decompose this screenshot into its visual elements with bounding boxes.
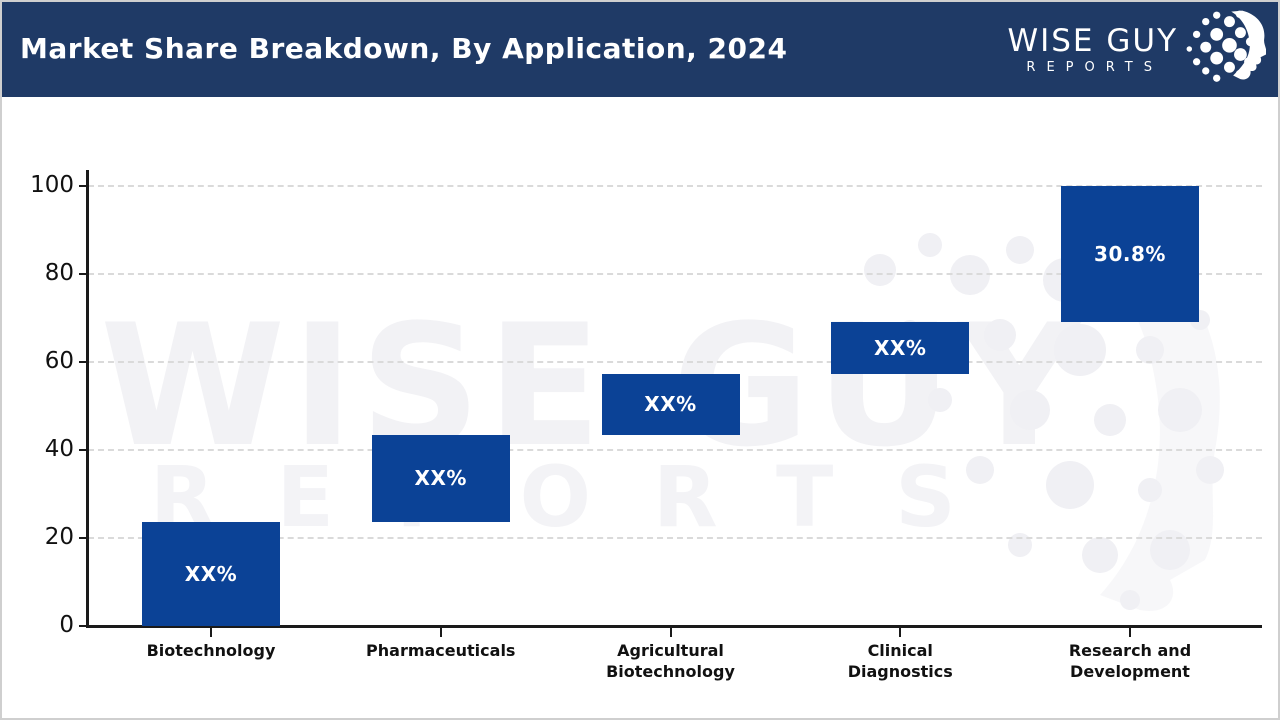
x-category-label: Pharmaceuticals	[326, 640, 556, 661]
x-category-label-line: Biotechnology	[146, 641, 276, 660]
bar-value-label: 30.8%	[1094, 241, 1166, 266]
bar-value-label: XX%	[644, 392, 697, 417]
x-category-label: Clinical Diagnostics	[785, 640, 1015, 682]
y-tick-100	[79, 185, 88, 187]
gridline-80	[88, 273, 1262, 275]
gridline-100	[88, 185, 1262, 187]
y-tick-label-20: 20	[44, 524, 74, 550]
bar-value-label: XX%	[874, 335, 927, 360]
x-tick	[1129, 628, 1131, 637]
page-title: Market Share Breakdown, By Application, …	[20, 32, 788, 65]
bar-segment: 30.8%	[1061, 186, 1199, 322]
header-bar: Market Share Breakdown, By Application, …	[0, 0, 1280, 97]
bar-value-label: XX%	[414, 466, 467, 491]
logo-head-icon	[1186, 10, 1266, 82]
logo-wordmark: WISE GUY	[1007, 22, 1178, 59]
gridline-60	[88, 361, 1262, 363]
x-category-label-line: Diagnostics	[847, 662, 953, 681]
y-tick-80	[79, 273, 88, 275]
gridline-40	[88, 449, 1262, 451]
wise-guy-logo: WISE GUY REPORTS	[1006, 6, 1266, 92]
y-tick-40	[79, 449, 88, 451]
x-tick	[669, 628, 672, 637]
x-category-label: Agricultural Biotechnology	[556, 640, 786, 682]
x-category-label-line: Agricultural	[617, 641, 724, 660]
x-tick	[439, 628, 442, 637]
bar-value-label: XX%	[184, 561, 238, 586]
y-tick-0	[79, 625, 88, 627]
bar-segment: XX%	[601, 373, 740, 436]
y-tick-label-40: 40	[44, 436, 74, 462]
x-tick	[210, 628, 212, 637]
x-category-label: Biotechnology	[96, 640, 326, 661]
bar-segment: XX%	[371, 435, 510, 522]
y-tick-label-60: 60	[44, 348, 74, 374]
y-tick-60	[79, 361, 88, 363]
x-category-label-line: Biotechnology	[606, 662, 735, 681]
x-tick	[899, 628, 902, 637]
watermark-wiseguy: WISE GUY	[100, 288, 1087, 484]
bar-segment: XX%	[142, 521, 280, 626]
y-tick-20	[79, 537, 88, 539]
logo-subtext: REPORTS	[1026, 59, 1164, 75]
x-category-label-line: Development	[1070, 662, 1190, 681]
y-tick-label-80: 80	[44, 260, 74, 286]
x-axis-line	[86, 625, 1262, 628]
logo-text: WISE GUY REPORTS	[1007, 24, 1178, 75]
y-axis-line	[86, 170, 89, 628]
bar-segment: XX%	[831, 321, 970, 374]
x-category-label-line: Clinical	[867, 641, 933, 660]
x-category-label: Research and Development	[1015, 640, 1245, 682]
y-tick-label-100: 100	[30, 172, 74, 198]
x-category-label-line: Research and	[1068, 641, 1192, 660]
watermark-reports: REPORTS	[150, 448, 1018, 546]
x-category-label-line: Pharmaceuticals	[366, 641, 516, 660]
gridline-20	[88, 537, 1262, 539]
y-tick-label-0: 0	[59, 612, 74, 638]
